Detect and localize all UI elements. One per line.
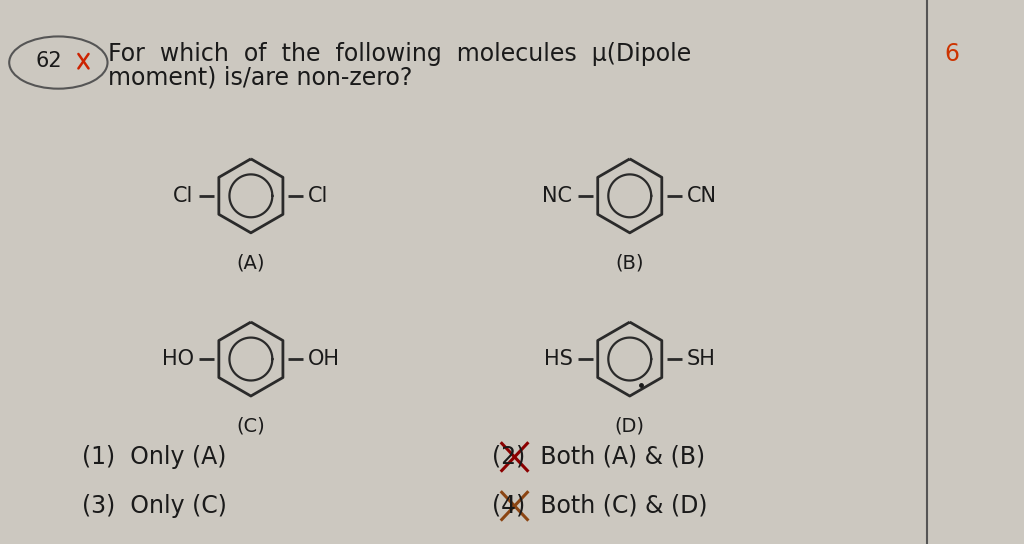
Text: HS: HS bbox=[544, 349, 572, 369]
Text: CN: CN bbox=[687, 186, 717, 206]
Text: (B): (B) bbox=[615, 254, 644, 272]
Text: 62: 62 bbox=[36, 51, 62, 71]
Text: HO: HO bbox=[162, 349, 194, 369]
Text: (A): (A) bbox=[237, 254, 265, 272]
Text: SH: SH bbox=[687, 349, 716, 369]
Text: NC: NC bbox=[543, 186, 572, 206]
Text: (1)  Only (A): (1) Only (A) bbox=[82, 445, 226, 469]
Text: OH: OH bbox=[308, 349, 340, 369]
Text: 6: 6 bbox=[945, 42, 959, 66]
Text: (D): (D) bbox=[614, 417, 645, 435]
Text: For  which  of  the  following  molecules  μ(Dipole: For which of the following molecules μ(D… bbox=[108, 42, 691, 66]
Text: (3)  Only (C): (3) Only (C) bbox=[82, 494, 226, 518]
Text: (2)  Both (A) & (B): (2) Both (A) & (B) bbox=[492, 445, 705, 469]
Text: Cl: Cl bbox=[173, 186, 194, 206]
Text: Cl: Cl bbox=[308, 186, 329, 206]
Text: (4)  Both (C) & (D): (4) Both (C) & (D) bbox=[492, 494, 707, 518]
Text: (C): (C) bbox=[237, 417, 265, 435]
Text: moment) is/are non-zero?: moment) is/are non-zero? bbox=[108, 65, 412, 89]
